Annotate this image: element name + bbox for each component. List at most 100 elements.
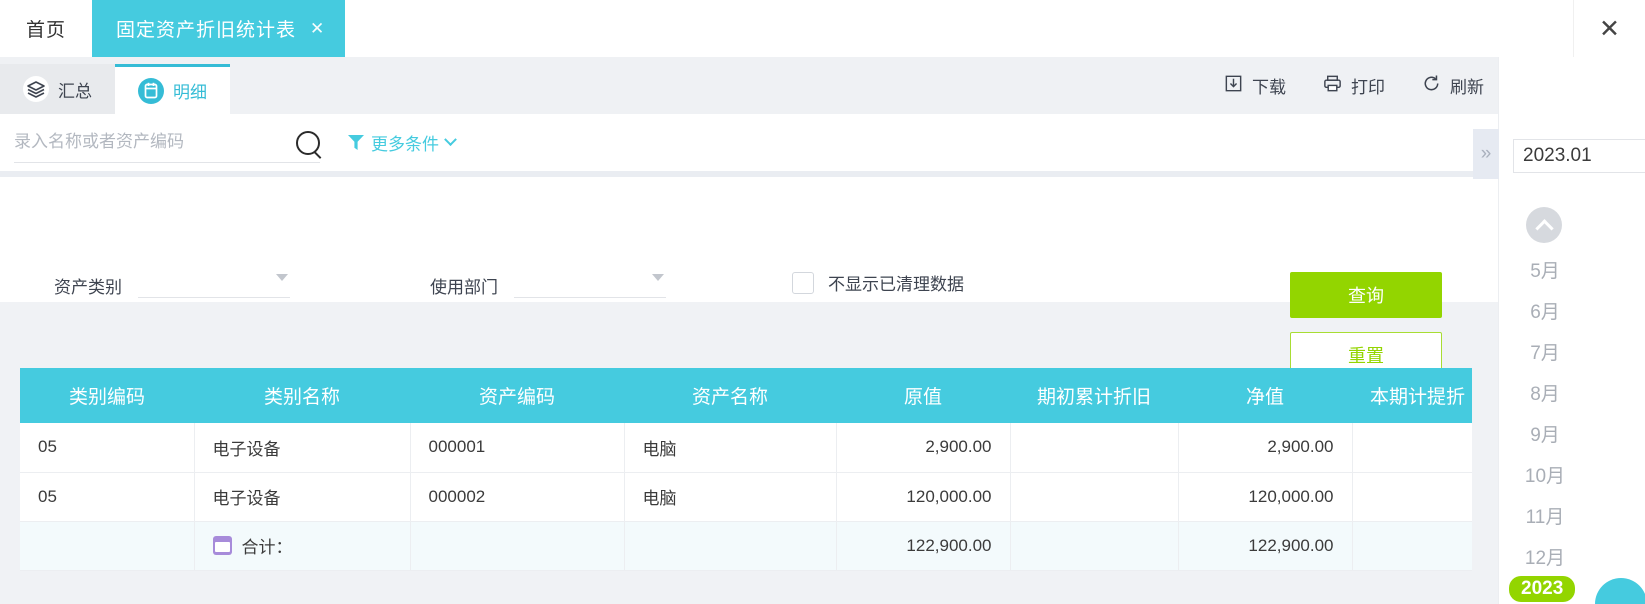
cell-total-current-depreciation <box>1352 521 1472 571</box>
period-display[interactable]: 2023.01 <box>1513 139 1645 173</box>
cell-category-code: 05 <box>20 423 195 473</box>
period-side-panel: » 2023.01 5月 6月 7月 8月 9月 10月 11月 12月 202… <box>1473 57 1645 604</box>
summary-icon <box>212 536 232 555</box>
col-current-depreciation[interactable]: 本期计提折 <box>1352 368 1472 423</box>
refresh-button[interactable]: 刷新 <box>1421 73 1484 99</box>
month-item-6[interactable]: 6月 <box>1530 302 1560 323</box>
month-item-11[interactable]: 11月 <box>1525 507 1565 528</box>
more-conditions-button[interactable]: 更多条件 <box>348 130 457 155</box>
panel-collapse-toggle[interactable]: » <box>1473 129 1499 179</box>
col-original-value[interactable]: 原值 <box>836 368 1010 423</box>
month-item-12[interactable]: 12月 <box>1524 548 1566 569</box>
cell-asset-code: 000001 <box>410 423 625 473</box>
table-row[interactable]: 05 电子设备 000002 电脑 120,000.00 120,000.00 <box>20 472 1472 522</box>
year-badge[interactable]: 2023 <box>1509 576 1576 602</box>
cell-opening-accum-depr <box>1010 423 1179 473</box>
col-asset-name[interactable]: 资产名称 <box>624 368 836 423</box>
cell-asset-name: 电脑 <box>624 472 837 522</box>
cell-net-value: 120,000.00 <box>1178 472 1353 522</box>
cell-net-value: 2,900.00 <box>1178 423 1353 473</box>
close-icon[interactable]: ✕ <box>310 19 326 38</box>
table-total-row: 合计： 122,900.00 122,900.00 <box>20 521 1472 571</box>
chevron-down-icon <box>444 133 457 147</box>
search-bar: 更多条件 <box>0 114 1498 171</box>
cell-total-spacer <box>20 521 195 571</box>
tab-detail-label: 明细 <box>173 83 207 102</box>
month-item-7[interactable]: 7月 <box>1530 343 1560 364</box>
col-category-code[interactable]: 类别编码 <box>20 368 194 423</box>
cell-original-value: 2,900.00 <box>836 423 1011 473</box>
more-conditions-label: 更多条件 <box>371 135 439 154</box>
window-close-button[interactable]: ✕ <box>1573 0 1645 57</box>
month-item-10[interactable]: 10月 <box>1524 466 1566 487</box>
col-asset-code[interactable]: 资产编码 <box>410 368 624 423</box>
cell-total-label-wrap: 合计： <box>194 521 411 571</box>
printer-icon <box>1322 73 1343 99</box>
page-body: 汇总 明细 <box>0 57 1498 604</box>
table-row[interactable]: 05 电子设备 000001 电脑 2,900.00 2,900.00 <box>20 423 1472 473</box>
period-value: 2023.01 <box>1523 145 1592 166</box>
tab-summary[interactable]: 汇总 <box>0 64 115 114</box>
using-department-select[interactable] <box>514 268 666 298</box>
print-label: 打印 <box>1351 78 1385 97</box>
tab-home[interactable]: 首页 <box>0 0 92 57</box>
filter-panel <box>0 171 1498 302</box>
query-button[interactable]: 查询 <box>1290 272 1442 318</box>
tab-home-label: 首页 <box>26 20 67 41</box>
layers-icon <box>23 76 49 102</box>
hide-cleared-checkbox-row[interactable]: 不显示已清理数据 <box>792 270 964 295</box>
filter-using-department-label: 使用部门 <box>430 278 498 297</box>
close-icon: ✕ <box>1599 14 1620 43</box>
cell-asset-name: 电脑 <box>624 423 837 473</box>
cell-opening-accum-depr <box>1010 472 1179 522</box>
search-input[interactable] <box>14 132 282 152</box>
report-table-wrap: 类别编码 类别名称 资产编码 资产名称 原值 期初累计折旧 净值 本期计提折 0… <box>20 368 1472 571</box>
download-label: 下载 <box>1252 78 1286 97</box>
search-field-wrap <box>14 123 320 163</box>
filter-asset-category[interactable]: 资产类别 <box>54 268 290 298</box>
print-button[interactable]: 打印 <box>1322 73 1385 99</box>
refresh-icon <box>1421 73 1442 99</box>
col-category-name[interactable]: 类别名称 <box>194 368 410 423</box>
cell-total-asset-name <box>624 521 837 571</box>
filter-funnel-icon <box>348 135 364 150</box>
chevron-double-right-icon: » <box>1480 143 1492 164</box>
col-net-value[interactable]: 净值 <box>1178 368 1352 423</box>
month-item-8[interactable]: 8月 <box>1530 384 1560 405</box>
filter-using-department[interactable]: 使用部门 <box>430 268 666 298</box>
table-header-row: 类别编码 类别名称 资产编码 资产名称 原值 期初累计折旧 净值 本期计提折 <box>20 368 1472 423</box>
hide-cleared-label: 不显示已清理数据 <box>828 275 964 294</box>
search-icon[interactable] <box>296 130 320 155</box>
cell-category-name: 电子设备 <box>194 423 411 473</box>
toolbar-actions: 下载 打印 <box>1223 57 1484 114</box>
asset-category-select[interactable] <box>138 268 290 298</box>
refresh-label: 刷新 <box>1450 78 1484 97</box>
cell-current-depreciation <box>1352 472 1472 522</box>
month-item-9[interactable]: 9月 <box>1530 425 1560 446</box>
cell-category-name: 电子设备 <box>194 472 411 522</box>
chevron-up-icon <box>1534 218 1554 238</box>
tab-detail[interactable]: 明细 <box>115 64 230 114</box>
tab-doc-label: 固定资产折旧统计表 <box>116 20 297 41</box>
cell-total-original-value: 122,900.00 <box>836 521 1011 571</box>
chevron-down-icon <box>276 274 288 281</box>
panel-accent-shape <box>1595 578 1645 604</box>
month-item-5[interactable]: 5月 <box>1530 261 1560 282</box>
chevron-down-icon <box>652 274 664 281</box>
tab-fixed-asset-depreciation-report[interactable]: 固定资产折旧统计表 ✕ <box>92 0 346 57</box>
cell-total-asset-code <box>410 521 625 571</box>
cell-category-code: 05 <box>20 472 195 522</box>
cell-total-net-value: 122,900.00 <box>1178 521 1353 571</box>
download-button[interactable]: 下载 <box>1223 73 1286 99</box>
report-table: 类别编码 类别名称 资产编码 资产名称 原值 期初累计折旧 净值 本期计提折 0… <box>20 368 1472 571</box>
list-detail-icon <box>138 77 164 104</box>
filter-asset-category-label: 资产类别 <box>54 278 122 297</box>
scroll-up-button[interactable] <box>1526 207 1562 243</box>
hide-cleared-checkbox[interactable] <box>792 271 814 294</box>
tab-strip: 首页 固定资产折旧统计表 ✕ ✕ <box>0 0 1645 57</box>
cell-total-opening-accum-depr <box>1010 521 1179 571</box>
cell-original-value: 120,000.00 <box>836 472 1011 522</box>
cell-asset-code: 000002 <box>410 472 625 522</box>
col-opening-accum-depr[interactable]: 期初累计折旧 <box>1010 368 1178 423</box>
